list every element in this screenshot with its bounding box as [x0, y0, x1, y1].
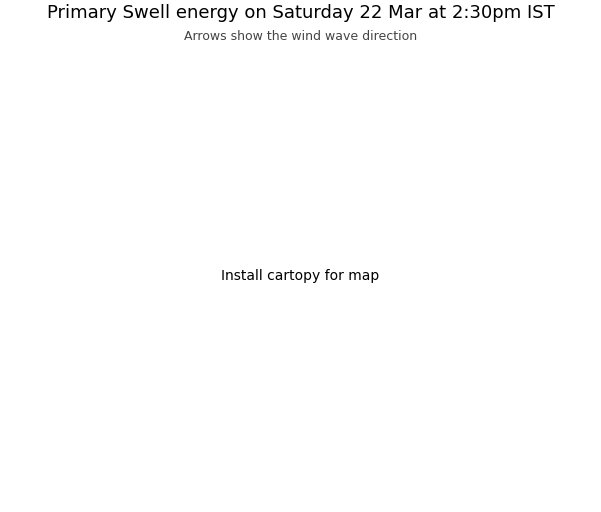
- Text: Arrows show the wind wave direction: Arrows show the wind wave direction: [184, 30, 417, 43]
- Text: Install cartopy for map: Install cartopy for map: [221, 269, 380, 283]
- Text: Primary Swell energy on Saturday 22 Mar at 2:30pm IST: Primary Swell energy on Saturday 22 Mar …: [47, 4, 554, 22]
